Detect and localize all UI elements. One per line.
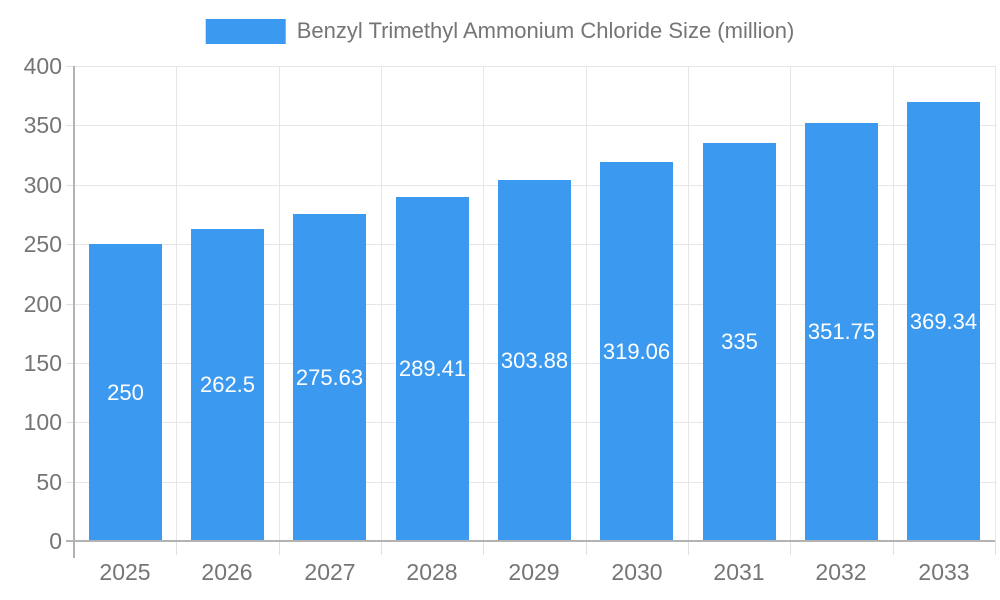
bar[interactable] <box>293 214 366 541</box>
x-axis-tick <box>176 541 177 555</box>
x-axis-tick-label: 2029 <box>508 559 560 585</box>
x-axis-tick-label: 2026 <box>201 559 253 585</box>
y-axis-tick <box>66 422 74 423</box>
bar-value-label: 262.5 <box>199 372 256 397</box>
bar-value-label: 369.34 <box>909 309 978 334</box>
y-axis-tick <box>66 66 74 67</box>
y-axis-tick <box>66 363 74 364</box>
bar-value-label: 289.41 <box>398 356 467 381</box>
x-axis-tick-label: 2031 <box>713 559 765 585</box>
legend[interactable]: Benzyl Trimethyl Ammonium Chloride Size … <box>205 18 795 44</box>
x-axis-tick <box>688 541 689 555</box>
x-gridline <box>790 66 791 541</box>
legend-label: Benzyl Trimethyl Ammonium Chloride Size … <box>296 18 795 43</box>
y-axis-tick <box>66 125 74 126</box>
bar-value-label: 250 <box>107 380 144 405</box>
x-axis-tick-label: 2028 <box>406 559 458 585</box>
y-axis-tick-label: 100 <box>23 409 62 435</box>
x-gridline <box>688 66 689 541</box>
bar-value-label: 351.75 <box>807 319 876 344</box>
x-axis-tick-label: 2025 <box>99 559 151 585</box>
x-axis-tick-label: 2027 <box>304 559 356 585</box>
x-axis-tick-label: 2032 <box>815 559 867 585</box>
y-axis-tick <box>66 482 74 483</box>
x-axis-tick <box>586 541 587 555</box>
bar-value-label: 303.88 <box>500 348 569 373</box>
bar[interactable] <box>907 102 980 541</box>
bar-value-label: 275.63 <box>295 365 364 390</box>
y-axis-tick-label: 0 <box>49 528 62 554</box>
bar-value-label: 335 <box>721 329 758 354</box>
x-axis-tick <box>381 541 382 555</box>
x-axis-tick <box>995 541 996 555</box>
x-gridline <box>381 66 382 541</box>
x-gridline <box>176 66 177 541</box>
bar[interactable] <box>805 123 878 541</box>
y-axis-tick <box>66 304 74 305</box>
bar-value-label: 319.06 <box>602 339 671 364</box>
bar[interactable] <box>600 162 673 541</box>
legend-swatch <box>205 18 286 44</box>
x-axis-tick-label: 2033 <box>918 559 970 585</box>
x-axis-tick <box>790 541 791 555</box>
x-axis-tick <box>893 541 894 555</box>
y-axis-tick-label: 300 <box>23 172 62 198</box>
bar[interactable] <box>191 229 264 541</box>
y-axis-tick-label: 200 <box>23 291 62 317</box>
bar[interactable] <box>703 143 776 541</box>
y-axis-tick <box>66 244 74 245</box>
y-axis-tick-label: 250 <box>23 231 62 257</box>
x-axis-tick <box>483 541 484 555</box>
x-gridline <box>279 66 280 541</box>
x-gridline <box>893 66 894 541</box>
x-axis-tick-label: 2030 <box>611 559 663 585</box>
y-axis-line <box>73 66 75 558</box>
y-axis-tick-label: 350 <box>23 112 62 138</box>
bar[interactable] <box>498 180 571 541</box>
y-axis-tick-label: 50 <box>36 469 62 495</box>
y-gridline <box>74 66 995 67</box>
y-axis-tick-label: 400 <box>23 53 62 79</box>
x-gridline <box>483 66 484 541</box>
x-axis-line <box>66 540 995 542</box>
bar[interactable] <box>89 244 162 541</box>
x-gridline <box>586 66 587 541</box>
bar[interactable] <box>396 197 469 541</box>
x-gridline <box>995 66 996 541</box>
y-axis-tick-label: 150 <box>23 350 62 376</box>
y-gridline <box>74 125 995 126</box>
y-axis-tick <box>66 185 74 186</box>
x-axis-tick <box>279 541 280 555</box>
